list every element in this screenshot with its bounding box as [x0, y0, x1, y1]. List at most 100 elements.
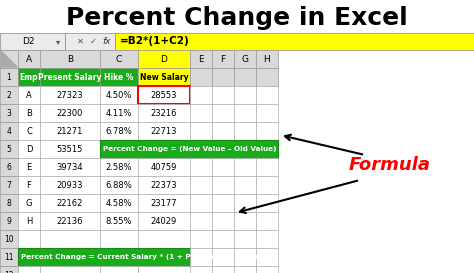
Bar: [18, 50, 40, 68]
Bar: [40, 122, 100, 140]
Text: H: H: [26, 216, 32, 225]
Bar: [256, 122, 278, 140]
Bar: [256, 50, 278, 68]
Bar: [234, 212, 256, 230]
Text: 6.78%: 6.78%: [106, 126, 132, 135]
Bar: [65, 33, 115, 50]
Bar: [256, 68, 278, 86]
Text: 8: 8: [7, 198, 11, 207]
Bar: [138, 86, 190, 104]
Text: 39734: 39734: [57, 162, 83, 171]
Bar: [138, 176, 190, 194]
Bar: [138, 104, 190, 122]
Bar: [18, 104, 40, 122]
Text: 4.50%: 4.50%: [106, 91, 132, 99]
Bar: [190, 194, 212, 212]
Bar: [0, 68, 18, 86]
Text: 22136: 22136: [57, 216, 83, 225]
Bar: [0, 158, 18, 176]
Text: Present Salary: Present Salary: [38, 73, 102, 82]
Bar: [256, 212, 278, 230]
Bar: [0, 212, 18, 230]
Bar: [18, 158, 40, 176]
Bar: [100, 194, 138, 212]
Bar: [234, 50, 256, 68]
Text: 22373: 22373: [151, 180, 177, 189]
Text: 24029: 24029: [151, 216, 177, 225]
Text: Hike %: Hike %: [104, 73, 134, 82]
Bar: [40, 68, 100, 86]
Text: Formula: Formula: [349, 156, 431, 174]
Bar: [212, 230, 234, 248]
Bar: [18, 212, 40, 230]
Bar: [212, 176, 234, 194]
Bar: [138, 50, 190, 68]
Bar: [212, 50, 234, 68]
Bar: [234, 230, 256, 248]
Bar: [234, 68, 256, 86]
Text: D2: D2: [22, 37, 34, 46]
Bar: [100, 68, 138, 86]
Bar: [190, 176, 212, 194]
Text: 40759: 40759: [151, 162, 177, 171]
Bar: [138, 122, 190, 140]
Bar: [138, 212, 190, 230]
Bar: [234, 248, 256, 266]
Text: F: F: [27, 180, 31, 189]
Bar: [190, 266, 212, 273]
Bar: [0, 122, 18, 140]
Text: 1: 1: [7, 73, 11, 82]
Bar: [190, 248, 212, 266]
Text: 2.58%: 2.58%: [106, 162, 132, 171]
Bar: [190, 68, 212, 86]
Text: 7: 7: [7, 180, 11, 189]
Text: B: B: [26, 108, 32, 117]
Bar: [256, 86, 278, 104]
Bar: [0, 230, 18, 248]
Text: 28553: 28553: [151, 91, 177, 99]
Text: =B2*(1+C2): =B2*(1+C2): [120, 37, 190, 46]
Bar: [256, 176, 278, 194]
Bar: [18, 266, 40, 273]
Bar: [100, 176, 138, 194]
Text: C: C: [26, 126, 32, 135]
Bar: [256, 230, 278, 248]
Bar: [212, 266, 234, 273]
Text: ▾: ▾: [56, 37, 60, 46]
Text: 22162: 22162: [57, 198, 83, 207]
Text: ✓: ✓: [90, 37, 97, 46]
Bar: [40, 176, 100, 194]
Bar: [190, 230, 212, 248]
Bar: [212, 122, 234, 140]
Bar: [40, 158, 100, 176]
Bar: [100, 86, 138, 104]
Text: Percent Change in Excel: Percent Change in Excel: [66, 6, 408, 30]
Bar: [212, 194, 234, 212]
Bar: [190, 86, 212, 104]
Text: A: A: [26, 55, 32, 64]
Bar: [256, 248, 278, 266]
Bar: [256, 158, 278, 176]
Bar: [190, 122, 212, 140]
Text: 2: 2: [7, 91, 11, 99]
Text: 9: 9: [7, 216, 11, 225]
Text: 23216: 23216: [151, 108, 177, 117]
Bar: [0, 194, 18, 212]
Bar: [40, 266, 100, 273]
Text: fx: fx: [103, 37, 111, 46]
Text: B: B: [67, 55, 73, 64]
Bar: [0, 86, 18, 104]
Bar: [190, 104, 212, 122]
Text: 23177: 23177: [151, 198, 177, 207]
Bar: [18, 122, 40, 140]
Bar: [18, 194, 40, 212]
Bar: [40, 104, 100, 122]
Text: 11: 11: [4, 253, 14, 262]
Bar: [138, 230, 190, 248]
Bar: [190, 50, 212, 68]
Bar: [0, 176, 18, 194]
Text: 22713: 22713: [151, 126, 177, 135]
Bar: [138, 68, 190, 86]
Bar: [234, 158, 256, 176]
Text: G: G: [26, 198, 32, 207]
